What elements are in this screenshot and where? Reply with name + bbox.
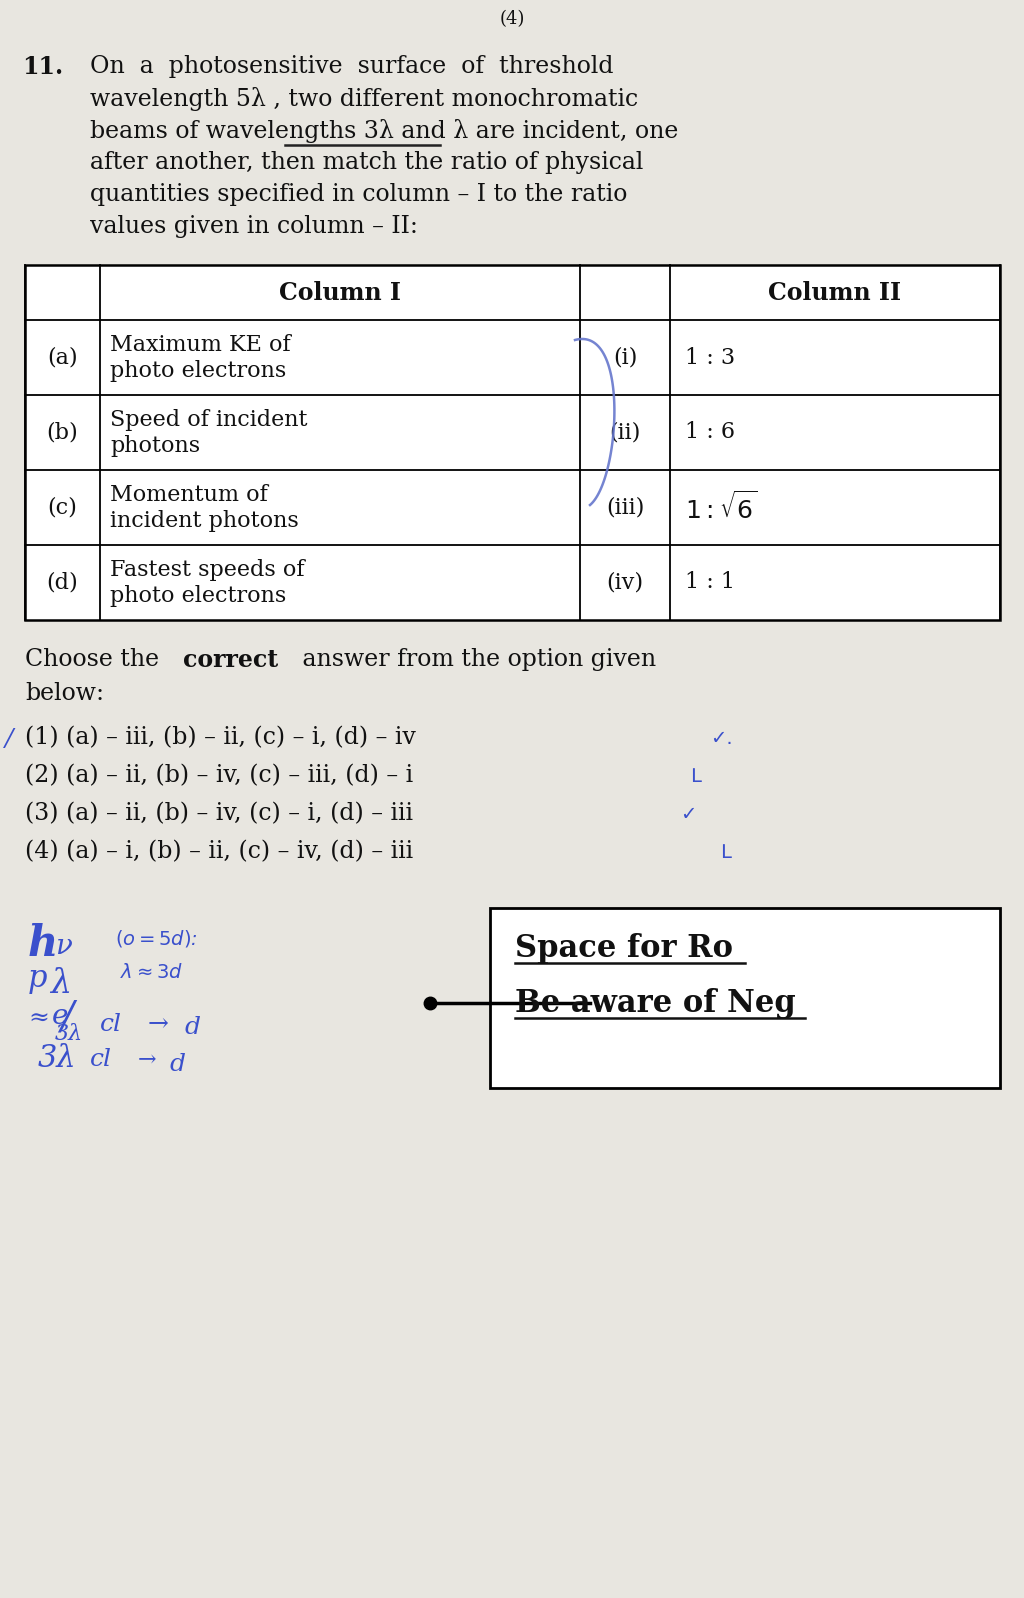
Text: 1 : 1: 1 : 1 [685, 572, 735, 593]
Text: (2) (a) – ii, (b) – iv, (c) – iii, (d) – i: (2) (a) – ii, (b) – iv, (c) – iii, (d) –… [25, 764, 413, 786]
Text: (3) (a) – ii, (b) – iv, (c) – i, (d) – iii: (3) (a) – ii, (b) – iv, (c) – i, (d) – i… [25, 802, 413, 825]
Bar [25, 265, 1000, 620]
Text: 3λ: 3λ [38, 1043, 77, 1074]
Text: (iv): (iv) [606, 572, 643, 593]
Text: On  a  photosensitive  surface  of  threshold: On a photosensitive surface of threshold [90, 54, 613, 78]
Text: incident photons: incident photons [110, 510, 299, 532]
Text: 11.: 11. [22, 54, 63, 78]
Text: Choose the: Choose the [25, 649, 167, 671]
Text: answer from the option given: answer from the option given [295, 649, 656, 671]
Text: (1) (a) – iii, (b) – ii, (c) – i, (d) – iv: (1) (a) – iii, (b) – ii, (c) – i, (d) – … [25, 725, 416, 749]
Text: (b): (b) [47, 422, 79, 444]
Text: photons: photons [110, 435, 200, 457]
Text: p: p [28, 964, 47, 994]
Text: ≈: ≈ [28, 1008, 49, 1031]
Text: Maximum KE of: Maximum KE of [110, 334, 291, 356]
Text: ν: ν [55, 933, 72, 960]
Text: (a): (a) [47, 347, 78, 369]
Text: h: h [28, 924, 58, 965]
Text: d: d [185, 1016, 201, 1039]
Text: Momentum of: Momentum of [110, 484, 267, 507]
Text: ꓡ: ꓡ [720, 844, 731, 861]
Text: (4): (4) [500, 10, 524, 29]
Text: e: e [52, 1004, 69, 1031]
Text: Space for Ro: Space for Ro [515, 933, 733, 964]
Text: quantities specified in column – I to the ratio: quantities specified in column – I to th… [90, 184, 628, 206]
Text: wavelength 5λ , two different monochromatic: wavelength 5λ , two different monochroma… [90, 86, 638, 110]
Text: cl: cl [90, 1048, 112, 1071]
Text: (iii): (iii) [606, 497, 644, 518]
Text: /: / [5, 729, 13, 751]
Text: /: / [60, 1000, 73, 1037]
Text: $\lambda \approx 3d$: $\lambda \approx 3d$ [120, 964, 183, 983]
Text: ✓: ✓ [680, 805, 696, 825]
Text: (d): (d) [47, 572, 79, 593]
Text: 1 : 3: 1 : 3 [685, 347, 735, 369]
Text: values given in column – II:: values given in column – II: [90, 216, 418, 238]
Text: cl: cl [100, 1013, 122, 1036]
Text: Column I: Column I [279, 281, 401, 305]
Text: below:: below: [25, 682, 104, 705]
Text: 1 : 6: 1 : 6 [685, 422, 735, 444]
Text: (i): (i) [612, 347, 637, 369]
Text: Fastest speeds of: Fastest speeds of [110, 559, 304, 582]
Text: (4) (a) – i, (b) – ii, (c) – iv, (d) – iii: (4) (a) – i, (b) – ii, (c) – iv, (d) – i… [25, 841, 413, 863]
Text: photo electrons: photo electrons [110, 585, 287, 607]
Text: $1:\sqrt{6}$: $1:\sqrt{6}$ [685, 491, 758, 524]
Text: beams of wavelengths 3λ and λ are incident, one: beams of wavelengths 3λ and λ are incide… [90, 118, 678, 142]
Text: after another, then match the ratio of physical: after another, then match the ratio of p… [90, 150, 643, 174]
Text: (c): (c) [47, 497, 78, 518]
Text: 3λ: 3λ [55, 1023, 83, 1045]
Text: d: d [170, 1053, 186, 1075]
Text: (ii): (ii) [609, 422, 641, 444]
Text: Be aware of Neg: Be aware of Neg [515, 988, 796, 1020]
Text: Column II: Column II [768, 281, 901, 305]
Text: photo electrons: photo electrons [110, 360, 287, 382]
Text: Speed of incident: Speed of incident [110, 409, 307, 431]
Text: λ: λ [50, 968, 71, 1000]
Text: →: → [138, 1050, 157, 1072]
Bar [25, 265, 1000, 620]
Text: ꓡ: ꓡ [690, 767, 700, 786]
Text: ✓.: ✓. [710, 729, 732, 748]
Bar [490, 908, 1000, 1088]
Text: $(o=5d)$:: $(o=5d)$: [115, 928, 198, 949]
Text: correct: correct [183, 649, 279, 673]
Text: →: → [148, 1013, 169, 1036]
